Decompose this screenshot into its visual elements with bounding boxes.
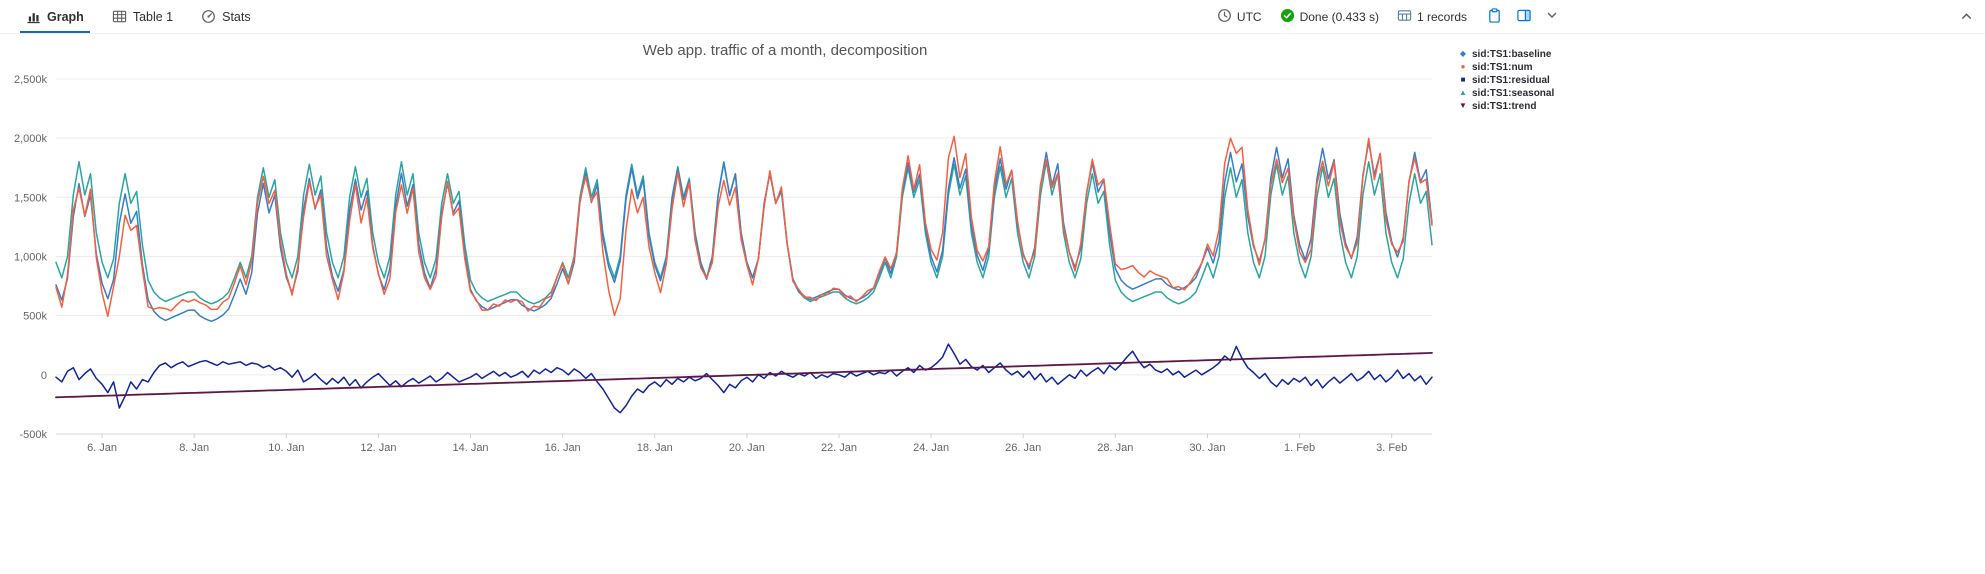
copy-results-button[interactable] [1485, 6, 1504, 28]
layout-dropdown-button[interactable] [1544, 7, 1560, 26]
chart-title: Web app. traffic of a month, decompositi… [642, 42, 928, 59]
legend-item-trend[interactable]: ▼ sid:TS1:trend [1458, 100, 1578, 112]
legend-marker-circle-icon: ● [1460, 62, 1466, 71]
tab-table-1[interactable]: Table 1 [104, 0, 181, 33]
series-line-num [55, 135, 1433, 318]
stats-gauge-icon [201, 9, 216, 24]
legend-label: sid:TS1:residual [1472, 74, 1550, 86]
x-tick-label: 12. Jan [360, 442, 396, 454]
results-tabs: Graph Table 1 Stats [0, 0, 1985, 33]
timezone-label: UTC [1236, 9, 1262, 24]
y-tick-label: 1,500k [14, 192, 48, 204]
tab-stats[interactable]: Stats [193, 0, 259, 33]
split-panel-icon [1516, 8, 1532, 26]
tab-stats-label: Stats [222, 9, 251, 24]
query-status-label: Done (0.433 s) [1299, 9, 1379, 24]
layout-view-button[interactable] [1514, 6, 1534, 28]
x-tick-label: 16. Jan [545, 442, 581, 454]
x-tick-label: 18. Jan [637, 442, 673, 454]
x-tick-label: 24. Jan [913, 442, 949, 454]
clock-icon [1217, 8, 1232, 26]
legend-label: sid:TS1:trend [1472, 100, 1537, 112]
x-tick-label: 20. Jan [729, 442, 765, 454]
legend-marker-triangle-down-icon: ▼ [1459, 101, 1467, 110]
series-line-residual [55, 343, 1433, 414]
x-tick-label: 6. Jan [87, 442, 117, 454]
tab-graph[interactable]: Graph [18, 0, 92, 33]
x-tick-label: 14. Jan [452, 442, 488, 454]
records-grid-icon [1397, 8, 1412, 26]
x-tick-label: 10. Jan [268, 442, 304, 454]
results-toolbar: Graph Table 1 Stats UTC Done (0.433 s [0, 0, 1985, 34]
chart-area: Web app. traffic of a month, decompositi… [0, 34, 1985, 574]
check-circle-icon [1280, 8, 1295, 26]
y-tick-label: 500k [23, 311, 47, 323]
legend-marker-diamond-icon: ◆ [1459, 49, 1467, 58]
series-line-trend [55, 351, 1433, 399]
record-count: 1 records [1397, 8, 1467, 26]
tab-graph-label: Graph [47, 9, 84, 24]
tab-table-1-label: Table 1 [132, 9, 174, 24]
table-icon [112, 9, 127, 24]
timezone-selector[interactable]: UTC [1217, 8, 1262, 26]
legend-item-num[interactable]: ● sid:TS1:num [1458, 61, 1578, 73]
x-tick-label: 8. Jan [179, 442, 209, 454]
legend-item-baseline[interactable]: ◆ sid:TS1:baseline [1458, 48, 1578, 60]
chevron-down-icon [1546, 9, 1558, 24]
legend-marker-triangle-icon: ▲ [1459, 88, 1467, 97]
x-tick-label: 22. Jan [821, 442, 857, 454]
record-count-label: 1 records [1416, 9, 1467, 24]
x-tick-label: 26. Jan [1005, 442, 1041, 454]
legend-item-seasonal[interactable]: ▲ sid:TS1:seasonal [1458, 87, 1578, 99]
y-tick-label: 1,000k [14, 252, 48, 264]
clipboard-icon [1487, 7, 1502, 26]
collapse-panel-button[interactable] [1958, 8, 1975, 28]
x-tick-label: 30. Jan [1189, 442, 1225, 454]
legend-label: sid:TS1:baseline [1472, 48, 1552, 60]
status-cluster: UTC Done (0.433 s) 1 records [1217, 0, 1560, 33]
legend-label: sid:TS1:num [1472, 61, 1533, 73]
x-tick-label: 1. Feb [1284, 442, 1315, 454]
legend-label: sid:TS1:seasonal [1472, 87, 1555, 99]
legend-marker-square-icon: ■ [1460, 75, 1466, 84]
y-tick-label: 2,000k [14, 133, 48, 145]
y-tick-label: -500k [19, 429, 47, 441]
y-tick-label: 2,500k [14, 74, 48, 86]
chart-legend: ◆ sid:TS1:baseline ● sid:TS1:num ■ sid:TS1:re… [1458, 48, 1578, 112]
chevron-up-icon [1960, 11, 1973, 26]
bar-chart-icon [26, 9, 41, 24]
legend-item-residual[interactable]: ■ sid:TS1:residual [1458, 74, 1578, 86]
decomposition-timechart[interactable]: -500k 0 500k 1,000k 1,500k 2,000k 2,500k 6. Jan… [0, 34, 1985, 574]
y-tick-label: 0 [41, 370, 47, 382]
query-status: Done (0.433 s) [1280, 8, 1379, 26]
x-tick-label: 28. Jan [1097, 442, 1133, 454]
x-tick-label: 3. Feb [1376, 442, 1407, 454]
